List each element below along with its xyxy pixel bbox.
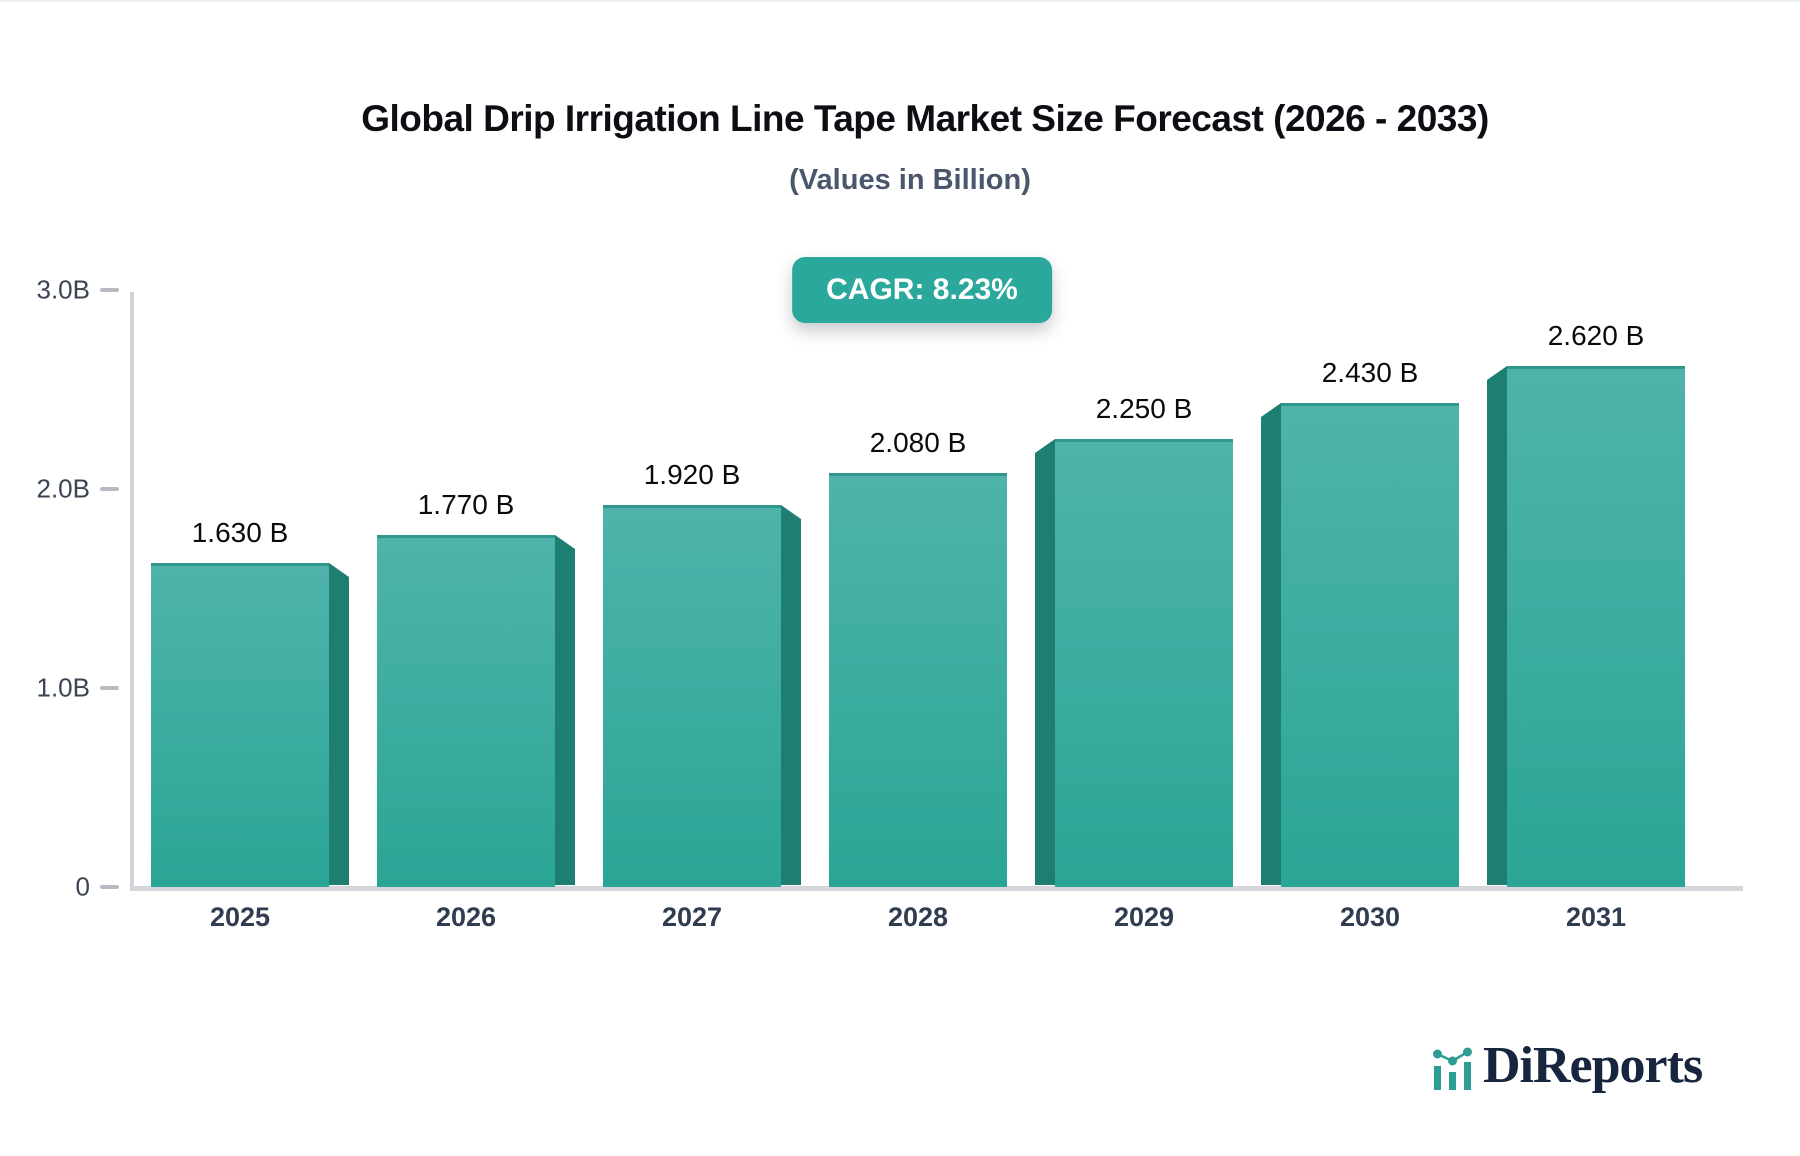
y-tick-label: 0 [75,871,90,902]
bar-side-face [1261,403,1281,885]
cagr-badge: CAGR: 8.23% [792,257,1052,323]
y-tick-dash [100,487,119,491]
y-tick-label: 3.0B [36,274,91,305]
x-tick-label: 2029 [1113,902,1175,932]
bar-value-label: 2.080 B [869,427,967,458]
y-tick-dash [100,288,119,292]
bar [1055,439,1233,887]
bar-chart-logo-icon [1433,1047,1472,1090]
bar [151,563,329,887]
bar-value-label: 2.430 B [1321,357,1419,388]
y-tick-label: 1.0B [36,672,91,703]
bar [377,535,555,887]
logo-text: DiReports [1483,1037,1703,1094]
y-tick-dash [100,885,119,889]
cagr-badge-label: CAGR: 8.23% [826,273,1018,306]
direports-logo: DiReports [1432,1037,1703,1094]
x-axis-line [130,886,1743,891]
x-tick-label: 2026 [435,902,497,932]
chart-title: Global Drip Irrigation Line Tape Market … [361,98,1489,139]
bar-side-face [329,563,349,885]
y-tick-label: 2.0B [36,473,91,504]
x-tick-label: 2027 [661,902,723,932]
x-tick-label: 2028 [887,902,949,932]
y-tick-dash [100,686,119,690]
bar-value-label: 1.920 B [643,459,741,490]
bar [1281,403,1459,887]
y-axis-line [130,292,134,891]
x-tick-label: 2025 [209,902,271,932]
bar-value-label: 2.250 B [1095,393,1193,424]
bar-side-face [1035,439,1055,885]
x-tick-label: 2031 [1565,902,1627,932]
bar-value-label: 1.770 B [417,489,515,520]
bar-side-face [1487,366,1507,885]
bar-value-label: 2.620 B [1547,320,1645,351]
bar [603,505,781,887]
chart-subtitle: (Values in Billion) [789,164,1031,196]
bar [1507,366,1685,887]
bar-side-face [555,535,575,885]
bar-side-face [781,505,801,885]
bar [829,473,1007,887]
bar-value-label: 1.630 B [191,517,289,548]
x-tick-label: 2030 [1339,902,1401,932]
